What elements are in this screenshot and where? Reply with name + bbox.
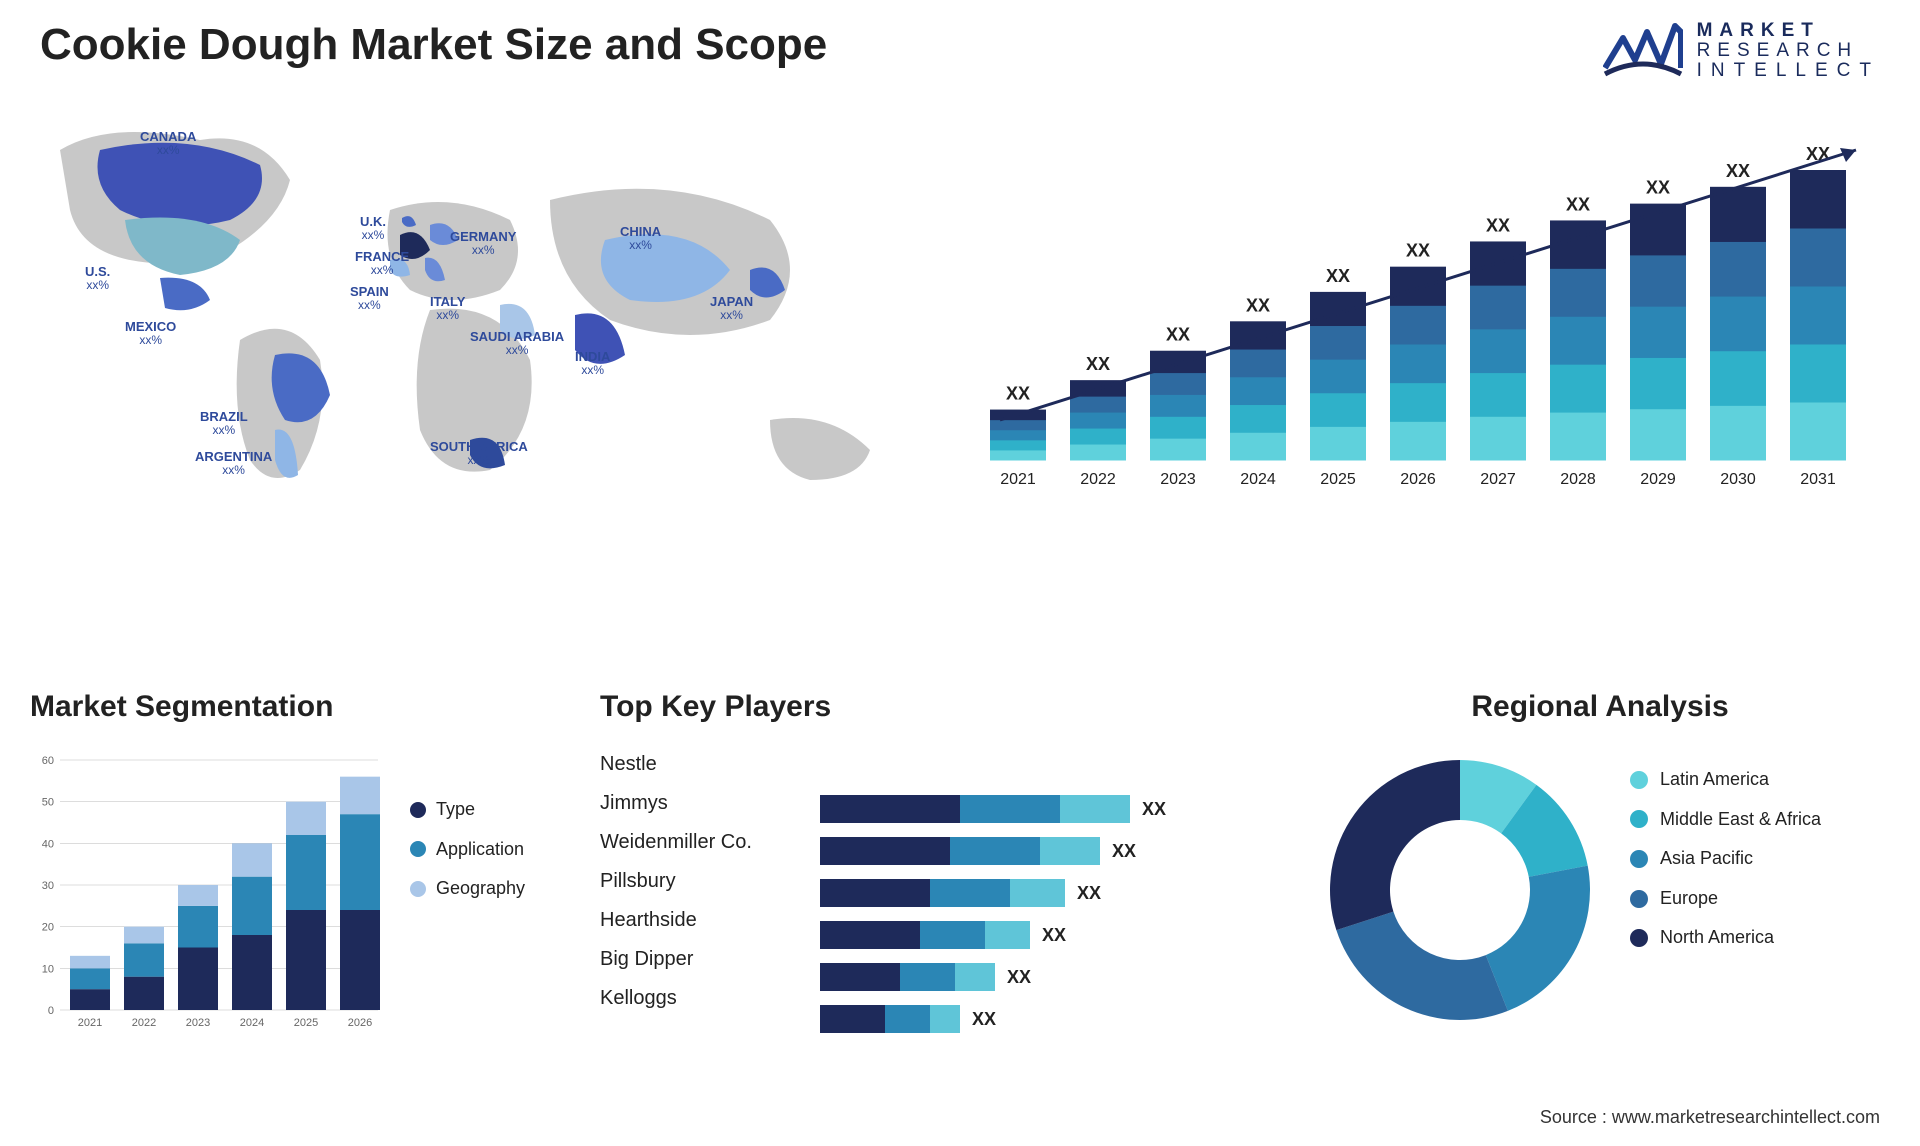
map-label-france: FRANCExx% (355, 250, 409, 277)
svg-text:2026: 2026 (1400, 471, 1436, 488)
player-name: Big Dipper (600, 940, 752, 979)
brand-logo: MARKET RESEARCH INTELLECT (1603, 20, 1880, 82)
map-label-u-k-: U.K.xx% (360, 215, 386, 242)
map-label-china: CHINAxx% (620, 225, 661, 252)
player-bar-row: XX (820, 1000, 1240, 1038)
top-key-players-section: Top Key Players NestleJimmysWeidenmiller… (600, 690, 1260, 1050)
svg-text:XX: XX (1246, 295, 1270, 315)
map-label-germany: GERMANYxx% (450, 230, 516, 257)
regional-legend: Latin AmericaMiddle East & AfricaAsia Pa… (1630, 760, 1821, 958)
logo-line1: MARKET (1697, 21, 1880, 41)
svg-text:XX: XX (1086, 354, 1110, 374)
segmentation-bar-chart: 0 10 20 30 40 50 60 2021 2022 2023 2024 2025 2026 (30, 750, 380, 1040)
world-map: CANADAxx% U.S.xx% MEXICOxx% BRAZILxx% ARGENT… (30, 110, 930, 510)
svg-text:60: 60 (42, 755, 54, 767)
region-legend-item: Europe (1630, 879, 1821, 919)
map-label-u-s-: U.S.xx% (85, 265, 110, 292)
seg-legend-geography: Geography (410, 869, 525, 909)
region-legend-item: Asia Pacific (1630, 839, 1821, 879)
svg-text:XX: XX (1566, 194, 1590, 214)
svg-text:30: 30 (42, 880, 54, 892)
map-label-canada: CANADAxx% (140, 130, 196, 157)
map-label-india: INDIAxx% (575, 350, 610, 377)
map-label-italy: ITALYxx% (430, 295, 465, 322)
players-name-list: NestleJimmysWeidenmiller Co.PillsburyHea… (600, 745, 752, 1018)
svg-text:2022: 2022 (132, 1017, 156, 1029)
logo-swoosh-icon (1603, 20, 1683, 82)
svg-text:10: 10 (42, 963, 54, 975)
svg-text:XX: XX (1726, 161, 1750, 181)
regional-analysis-section: Regional Analysis Latin AmericaMiddle Ea… (1320, 690, 1880, 1050)
svg-text:20: 20 (42, 922, 54, 934)
region-legend-item: Latin America (1630, 760, 1821, 800)
player-name: Pillsbury (600, 862, 752, 901)
svg-text:XX: XX (1406, 241, 1430, 261)
svg-text:2023: 2023 (186, 1017, 210, 1029)
player-name: Hearthside (600, 901, 752, 940)
players-bar-chart: XX XX XX XX XX XX (820, 790, 1240, 1080)
player-bar-row: XX (820, 874, 1240, 912)
svg-text:2031: 2031 (1800, 471, 1836, 488)
regional-donut-chart (1320, 750, 1600, 1030)
svg-text:2021: 2021 (1000, 471, 1036, 488)
map-label-brazil: BRAZILxx% (200, 410, 248, 437)
player-bar-row: XX (820, 916, 1240, 954)
svg-text:2022: 2022 (1080, 471, 1116, 488)
player-bar-row: XX (820, 958, 1240, 996)
svg-text:2029: 2029 (1640, 471, 1676, 488)
svg-text:2030: 2030 (1720, 471, 1756, 488)
map-label-saudi-arabia: SAUDI ARABIAxx% (470, 330, 564, 357)
player-name: Kelloggs (600, 979, 752, 1018)
segmentation-title: Market Segmentation (30, 690, 570, 724)
svg-text:XX: XX (1646, 178, 1670, 198)
player-name: Jimmys (600, 784, 752, 823)
svg-text:XX: XX (1326, 266, 1350, 286)
logo-line2: RESEARCH (1697, 41, 1880, 61)
logo-line3: INTELLECT (1697, 61, 1880, 81)
players-title: Top Key Players (600, 690, 1260, 724)
seg-legend-type: Type (410, 790, 525, 830)
svg-text:2025: 2025 (294, 1017, 318, 1029)
svg-text:2025: 2025 (1320, 471, 1356, 488)
svg-text:XX: XX (1006, 384, 1030, 404)
svg-text:2026: 2026 (348, 1017, 372, 1029)
seg-legend-application: Application (410, 830, 525, 870)
map-label-mexico: MEXICOxx% (125, 320, 176, 347)
svg-text:2021: 2021 (78, 1017, 102, 1029)
svg-text:40: 40 (42, 838, 54, 850)
map-label-spain: SPAINxx% (350, 285, 389, 312)
svg-text:50: 50 (42, 797, 54, 809)
svg-text:2027: 2027 (1480, 471, 1516, 488)
growth-bar-chart: XX 2021 XX 2022 XX 2023 XX 2024 XX 2025 XX 2026 XX 20… (970, 130, 1880, 500)
player-bar-row: XX (820, 832, 1240, 870)
svg-text:XX: XX (1166, 325, 1190, 345)
map-label-japan: JAPANxx% (710, 295, 753, 322)
region-legend-item: North America (1630, 918, 1821, 958)
map-label-south-africa: SOUTH AFRICAxx% (430, 440, 528, 467)
svg-text:2024: 2024 (1240, 471, 1276, 488)
player-name: Weidenmiller Co. (600, 823, 752, 862)
region-legend-item: Middle East & Africa (1630, 800, 1821, 840)
source-text: Source : www.marketresearchintellect.com (1540, 1107, 1880, 1128)
player-bar-row: XX (820, 790, 1240, 828)
segmentation-legend: TypeApplicationGeography (410, 790, 525, 909)
map-label-argentina: ARGENTINAxx% (195, 450, 272, 477)
svg-text:XX: XX (1486, 215, 1510, 235)
svg-text:0: 0 (48, 1005, 54, 1017)
svg-text:2028: 2028 (1560, 471, 1596, 488)
page-title: Cookie Dough Market Size and Scope (40, 20, 827, 70)
market-segmentation-section: Market Segmentation 0 10 20 30 40 50 60 2021 202… (30, 690, 570, 1050)
player-name: Nestle (600, 745, 752, 784)
svg-text:2023: 2023 (1160, 471, 1196, 488)
svg-text:2024: 2024 (240, 1017, 264, 1029)
regional-title: Regional Analysis (1320, 690, 1880, 724)
